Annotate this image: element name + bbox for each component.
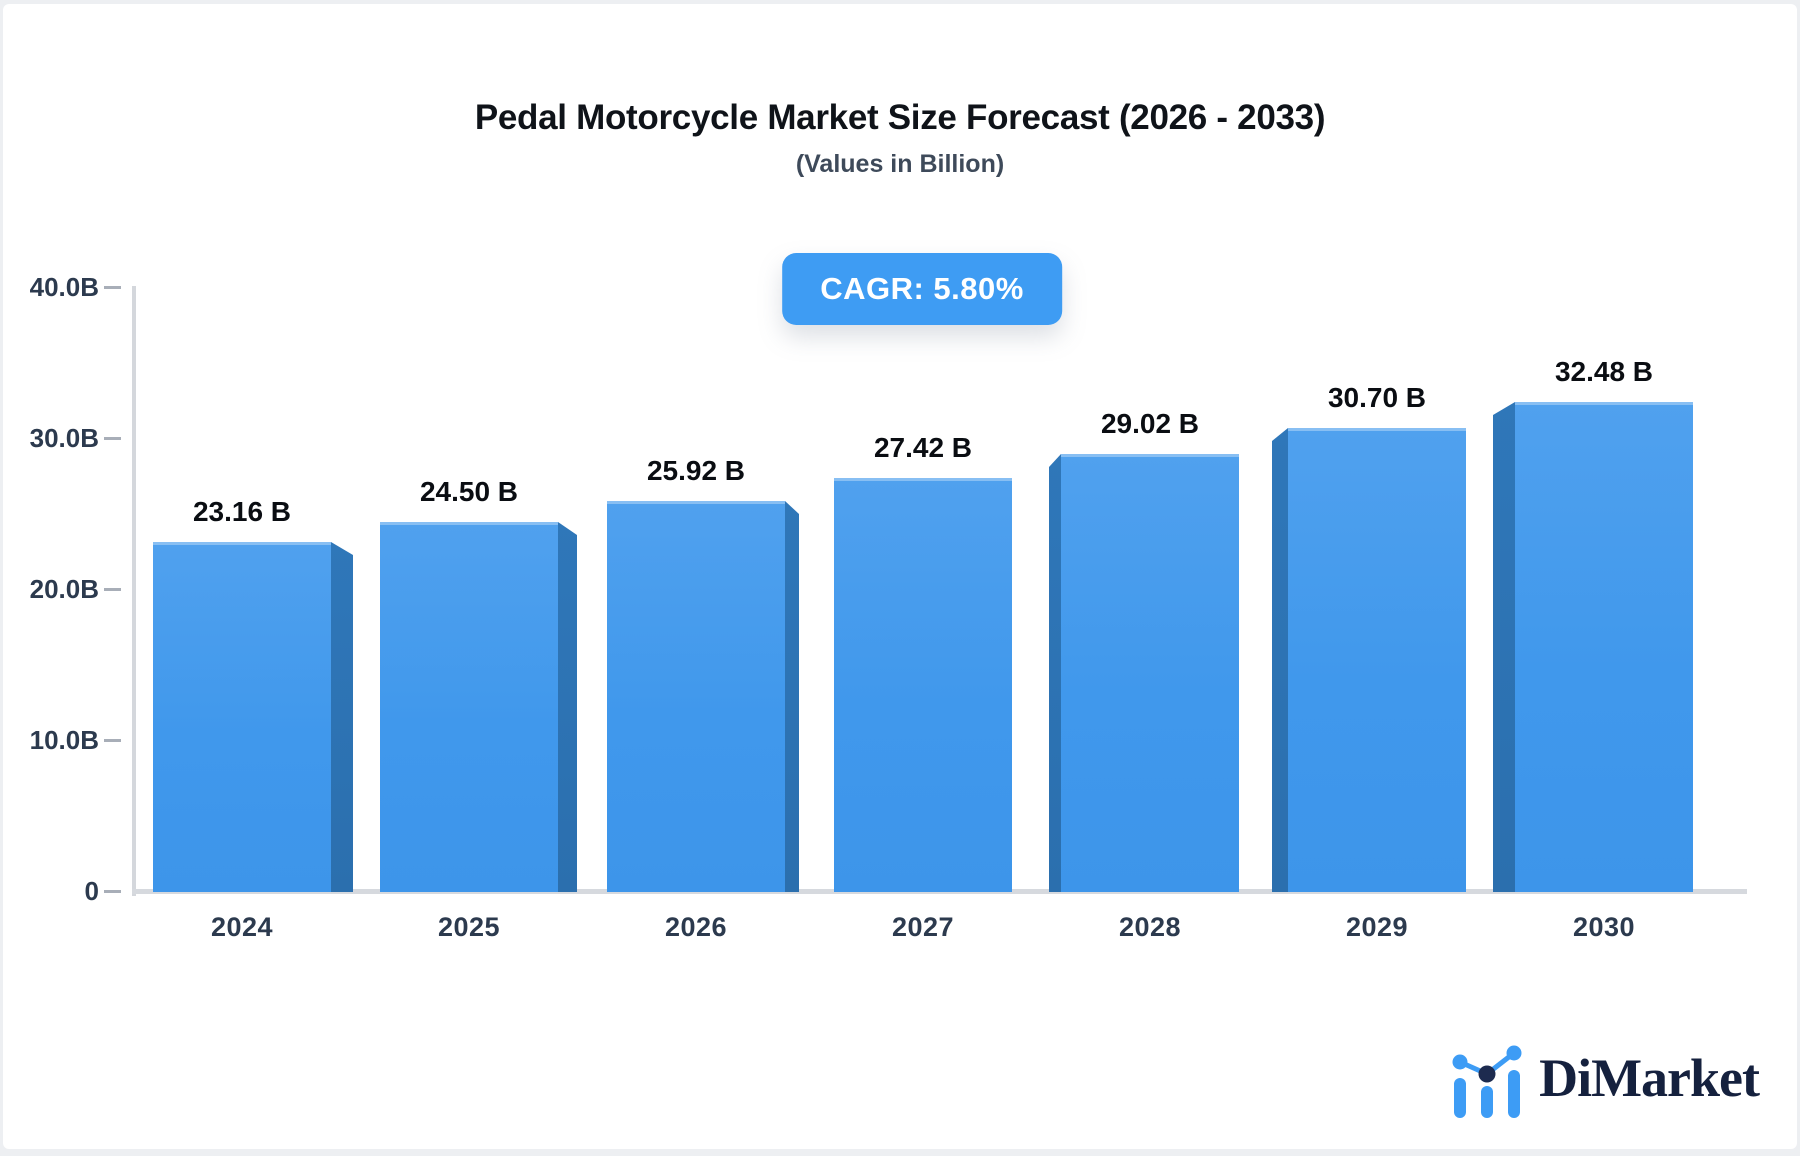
bar-3d-side xyxy=(1049,454,1061,892)
page-subtitle: (Values in Billion) xyxy=(795,150,1005,178)
bar-value-label: 23.16 B xyxy=(192,496,292,527)
bar-value-label: 29.02 B xyxy=(1100,408,1200,439)
y-tick-mark xyxy=(104,437,121,440)
bar xyxy=(1288,428,1466,892)
y-tick-label: 10.0B xyxy=(29,725,99,755)
brand-logo-text: DiMarket xyxy=(1539,1048,1760,1108)
x-tick-label: 2027 xyxy=(891,912,955,942)
y-tick-mark xyxy=(104,739,121,742)
y-tick-mark xyxy=(104,286,121,289)
bar-line-chart-icon xyxy=(1449,1040,1527,1125)
bar xyxy=(380,522,558,892)
bar-value-label: 32.48 B xyxy=(1554,356,1654,387)
y-tick-mark xyxy=(104,588,121,591)
bar-chart: 40.0B 30.0B 20.0B 10.0B 0 23.16 B 2024 24.50 B 2… xyxy=(3,4,1797,1149)
bar-3d-side xyxy=(1272,428,1288,892)
bar-3d-side xyxy=(785,501,799,892)
bar-value-label: 27.42 B xyxy=(873,432,973,463)
x-tick-label: 2028 xyxy=(1118,912,1182,942)
y-tick-label: 20.0B xyxy=(29,574,99,604)
bar xyxy=(607,501,785,892)
bar xyxy=(153,542,331,892)
bar xyxy=(834,478,1012,892)
x-tick-label: 2029 xyxy=(1345,912,1409,942)
y-tick-mark xyxy=(104,890,121,893)
bar-value-label: 25.92 B xyxy=(646,455,746,486)
brand-logo: DiMarket xyxy=(1449,1040,1760,1125)
bar xyxy=(1515,402,1693,892)
cagr-badge: CAGR: 5.80% xyxy=(782,253,1062,325)
bar-3d-side xyxy=(331,542,353,892)
page-title: Pedal Motorcycle Market Size Forecast (2… xyxy=(474,98,1326,137)
bar-3d-side xyxy=(1493,402,1515,892)
bar-3d-side xyxy=(558,522,577,892)
bar-value-label: 24.50 B xyxy=(419,476,519,507)
x-tick-label: 2024 xyxy=(210,912,274,942)
chart-card: Pedal Motorcycle Market Size Forecast (2… xyxy=(3,4,1797,1149)
y-tick-label: 40.0B xyxy=(29,272,99,302)
y-tick-label: 0 xyxy=(84,876,99,906)
x-tick-label: 2030 xyxy=(1572,912,1636,942)
y-axis xyxy=(132,286,136,896)
bar-value-label: 30.70 B xyxy=(1327,382,1427,413)
x-tick-label: 2026 xyxy=(664,912,728,942)
y-tick-label: 30.0B xyxy=(29,423,99,453)
bar xyxy=(1061,454,1239,892)
x-tick-label: 2025 xyxy=(437,912,501,942)
